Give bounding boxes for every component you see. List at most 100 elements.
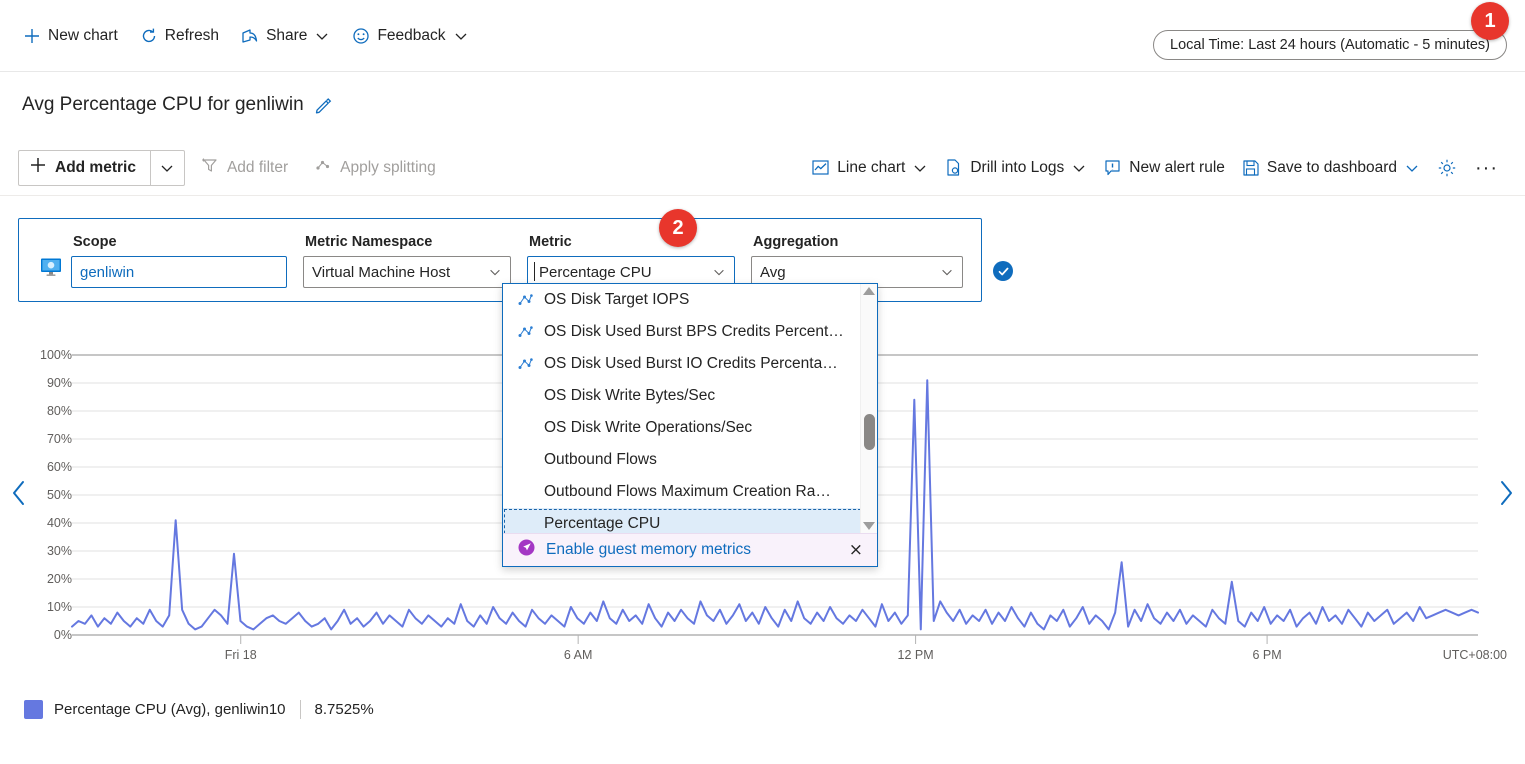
time-range-picker[interactable]: Local Time: Last 24 hours (Automatic - 5… (1153, 30, 1507, 60)
scroll-down-arrow-icon[interactable] (863, 522, 875, 530)
chevron-down-icon (1404, 160, 1420, 176)
chevron-down-icon (912, 160, 928, 176)
y-axis-tick-label: 70% (46, 432, 72, 446)
scatter-icon (517, 324, 534, 341)
new-alert-rule-label: New alert rule (1129, 158, 1225, 176)
line-chart-icon (811, 158, 830, 177)
metric-option-label: Outbound Flows (544, 451, 657, 468)
metric-option-label: Percentage CPU (544, 515, 661, 532)
refresh-button[interactable]: Refresh (131, 20, 228, 52)
metric-option[interactable]: Outbound Flows Maximum Creation Ra… (503, 476, 877, 508)
y-axis: 100% 90% 80% 70% 60% 50% 40% 30% 20% 10% 0% (0, 310, 72, 680)
metric-option[interactable]: Percentage CPU (503, 508, 877, 533)
metric-option[interactable]: OS Disk Write Operations/Sec (503, 412, 877, 444)
y-axis-tick-label: 90% (46, 376, 72, 390)
metric-dropdown-list: OS Disk Target IOPS OS Disk Used Burst BP… (503, 284, 877, 533)
chart-legend: Percentage CPU (Avg), genliwin10 8.7525% (24, 700, 374, 719)
metric-option-label: OS Disk Used Burst BPS Credits Percent… (544, 323, 844, 340)
metric-option[interactable]: OS Disk Used Burst IO Credits Percenta… (503, 348, 877, 380)
metric-option-label: OS Disk Target IOPS (544, 291, 690, 308)
x-axis-tick-label: 12 PM (897, 648, 934, 662)
apply-splitting-label: Apply splitting (340, 158, 436, 176)
scatter-icon (517, 356, 534, 373)
drill-into-logs-button[interactable]: Drill into Logs (936, 152, 1095, 184)
top-command-bar: New chart Refresh Share Feedback (0, 0, 1525, 72)
x-axis: UTC+08:00 Fri 18 6 AM 12 PM 6 PM (0, 648, 1525, 670)
chart-title-text: Avg Percentage CPU for genliwin (22, 94, 304, 115)
y-axis-tick-label: 80% (46, 404, 72, 418)
add-metric-button[interactable]: Add metric (19, 151, 150, 185)
share-button[interactable]: Share (232, 20, 339, 52)
chart-settings-button[interactable] (1428, 152, 1466, 184)
add-filter-button[interactable]: Add filter (191, 152, 298, 184)
metric-option-label: OS Disk Used Burst IO Credits Percenta… (544, 355, 838, 372)
chevron-down-icon (712, 265, 726, 279)
aggregation-label: Aggregation (753, 234, 839, 250)
chevron-down-icon (488, 265, 502, 279)
y-axis-tick-label: 0% (53, 628, 72, 642)
chart-type-label: Line chart (837, 158, 906, 176)
scrollbar-thumb[interactable] (864, 414, 875, 450)
chevron-down-icon (314, 28, 330, 44)
annotation-badge-2: 2 (659, 209, 697, 247)
confirm-metric-button[interactable] (993, 261, 1013, 281)
more-options-button[interactable]: ··· (1466, 152, 1507, 184)
apply-splitting-button[interactable]: Apply splitting (304, 152, 446, 184)
metric-combobox[interactable]: Percentage CPU (527, 256, 735, 288)
save-to-dashboard-button[interactable]: Save to dashboard (1233, 152, 1428, 184)
x-axis-tick-label: Fri 18 (224, 648, 257, 662)
y-axis-tick-label: 10% (46, 600, 72, 614)
namespace-field-group: Metric Namespace Virtual Machine Host (303, 229, 511, 288)
y-axis-tick-label: 100% (40, 348, 72, 362)
scope-input[interactable]: genliwin (71, 256, 287, 288)
previous-time-range-button[interactable] (4, 475, 34, 511)
smiley-icon (352, 27, 370, 45)
scatter-icon (517, 292, 534, 309)
chevron-down-icon (940, 265, 954, 279)
add-metric-label: Add metric (55, 158, 136, 176)
metric-option[interactable]: OS Disk Used Burst BPS Credits Percent… (503, 316, 877, 348)
chart-toolbar: Add metric Add filter Apply splitting Li… (0, 140, 1525, 196)
enable-guest-memory-metrics-link[interactable]: Enable guest memory metrics (546, 541, 752, 558)
metric-option-label: OS Disk Write Operations/Sec (544, 419, 753, 436)
new-chart-button[interactable]: New chart (14, 20, 127, 52)
metric-namespace-value: Virtual Machine Host (312, 263, 451, 281)
feedback-label: Feedback (377, 26, 446, 44)
legend-color-swatch (24, 700, 43, 719)
chevron-down-icon (162, 165, 173, 172)
timezone-label: UTC+08:00 (1442, 648, 1507, 662)
metric-label: Metric (529, 234, 572, 250)
metric-namespace-select[interactable]: Virtual Machine Host (303, 256, 511, 288)
edit-pencil-icon[interactable] (314, 96, 333, 115)
chevron-right-icon (1501, 481, 1512, 505)
next-time-range-button[interactable] (1491, 475, 1521, 511)
gear-icon (1437, 158, 1457, 178)
aggregation-field-group: Aggregation Avg (751, 229, 963, 288)
scope-label: Scope (73, 234, 117, 250)
new-chart-label: New chart (48, 26, 118, 44)
metric-option[interactable]: OS Disk Write Bytes/Sec (503, 380, 877, 412)
chart-type-button[interactable]: Line chart (803, 152, 936, 184)
filter-icon (201, 156, 219, 179)
metric-dropdown: OS Disk Target IOPS OS Disk Used Burst BP… (502, 283, 878, 567)
feedback-button[interactable]: Feedback (343, 20, 477, 52)
dropdown-scrollbar[interactable] (860, 284, 877, 533)
metric-option[interactable]: OS Disk Target IOPS (503, 284, 877, 316)
aggregation-select[interactable]: Avg (751, 256, 963, 288)
x-axis-tick-label: 6 PM (1252, 648, 1282, 662)
metric-field-group: Metric Percentage CPU (527, 229, 735, 288)
legend-divider (299, 700, 301, 719)
scope-field-group: Scope genliwin (71, 229, 287, 288)
y-axis-tick-label: 40% (46, 516, 72, 530)
metric-value: Percentage CPU (534, 261, 652, 281)
scroll-up-arrow-icon[interactable] (863, 287, 875, 295)
legend-value: 8.7525% (314, 701, 374, 718)
new-alert-rule-button[interactable]: New alert rule (1095, 152, 1233, 184)
add-metric-dropdown-button[interactable] (149, 150, 184, 185)
y-axis-tick-label: 60% (46, 460, 72, 474)
close-icon[interactable]: × (848, 539, 863, 560)
refresh-icon (140, 27, 158, 45)
metric-option[interactable]: Outbound Flows (503, 444, 877, 476)
chevron-down-icon (453, 28, 469, 44)
y-axis-tick-label: 50% (46, 488, 72, 502)
